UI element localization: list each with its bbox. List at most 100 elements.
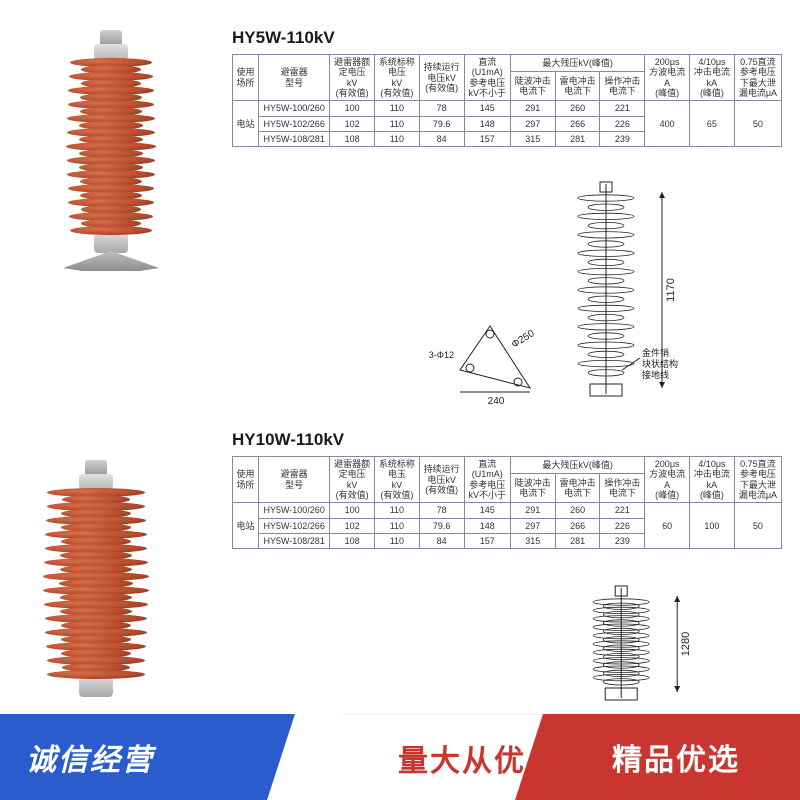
col-subheader: 陡波冲击电流下 xyxy=(510,474,555,503)
cell-swt: 239 xyxy=(600,132,645,147)
cell-dc: 145 xyxy=(464,101,510,116)
cell-ltg: 266 xyxy=(555,116,600,131)
col-header: 0.75直流参考电压下最大泄漏电流μA xyxy=(734,55,781,101)
cell-steep: 315 xyxy=(510,132,555,147)
cell-rated: 102 xyxy=(330,116,375,131)
col-header: 系统标称电玉kV(有效值) xyxy=(375,457,420,503)
col-header: 最大残压kV(峰值) xyxy=(510,457,644,474)
place-cell: 电站 xyxy=(233,101,259,147)
cell-model: HY5W-108/281 xyxy=(259,132,330,147)
cell-ltg: 260 xyxy=(555,101,600,116)
col-header: 持续运行电压kV(有效值) xyxy=(419,457,464,503)
cell-rated: 100 xyxy=(330,101,375,116)
cell-dc: 157 xyxy=(464,132,510,147)
promo-blue: 诚信经营 xyxy=(0,714,304,800)
cell-steep: 315 xyxy=(510,534,555,549)
col-subheader: 操作冲击电流下 xyxy=(600,474,645,503)
cell-cont: 78 xyxy=(419,101,464,116)
col-header: 200μs方波电流A(峰值) xyxy=(645,457,690,503)
cell-ltg: 281 xyxy=(555,132,600,147)
cell-model: HY5W-100/260 xyxy=(259,503,330,518)
cell-cont: 78 xyxy=(419,503,464,518)
cell-steep: 291 xyxy=(510,101,555,116)
col-header: 200μs方波电流A(峰值) xyxy=(645,55,690,101)
dim-base-w: 240 xyxy=(488,396,505,407)
cell-swt: 226 xyxy=(600,116,645,131)
cell-steep: 297 xyxy=(510,116,555,131)
drawing-note: 金件销 xyxy=(642,347,669,358)
cell-dc: 145 xyxy=(464,503,510,518)
cell-sys: 110 xyxy=(375,132,420,147)
cell-sys: 110 xyxy=(375,534,420,549)
dim-height: 1170 xyxy=(665,278,677,302)
col-header: 避雷器型号 xyxy=(259,457,330,503)
promo-red: 精品优选 xyxy=(552,714,800,800)
col-header: 避雷器额定电压kV(有效值) xyxy=(330,55,375,101)
col-subheader: 操作冲击电流下 xyxy=(600,72,645,101)
col-header: 避雷器额定电压kV(有效值) xyxy=(330,457,375,503)
col-header: 使用场所 xyxy=(233,55,259,101)
col-header: 直流(U1mA)参考电压kV不小于 xyxy=(464,457,510,503)
col-header: 系统标称电压kV(有效值) xyxy=(375,55,420,101)
cell-model: HY5W-102/266 xyxy=(259,518,330,533)
table-row: 电站HY5W-100/26010011078145291260221601005… xyxy=(233,503,782,518)
cell-cont: 84 xyxy=(419,132,464,147)
cell-swt: 221 xyxy=(600,101,645,116)
col-header: 避雷器型号 xyxy=(259,55,330,101)
dim-height: 1280 xyxy=(680,632,692,656)
dim-tri: Φ250 xyxy=(510,328,537,351)
cell-swt: 239 xyxy=(600,534,645,549)
technical-drawing: 1280 xyxy=(460,584,720,714)
col-header: 使用场所 xyxy=(233,457,259,503)
cell-rated: 108 xyxy=(330,132,375,147)
trail-cell: 100 xyxy=(690,503,735,549)
col-header: 持续运行电压kV(有效值) xyxy=(419,55,464,101)
cell-sys: 110 xyxy=(375,116,420,131)
cell-cont: 84 xyxy=(419,534,464,549)
cell-steep: 297 xyxy=(510,518,555,533)
cell-rated: 102 xyxy=(330,518,375,533)
cell-ltg: 281 xyxy=(555,534,600,549)
cell-swt: 226 xyxy=(600,518,645,533)
cell-dc: 148 xyxy=(464,518,510,533)
cell-sys: 110 xyxy=(375,503,420,518)
col-header: 4/10μs冲击电流kA(峰值) xyxy=(690,55,735,101)
arrester-photo xyxy=(40,460,152,697)
technical-drawing: 1170240Φ2503-Φ12金件销块状结构接地线 xyxy=(420,180,720,410)
cell-model: HY5W-102/266 xyxy=(259,116,330,131)
drawing-note: 块状结构 xyxy=(642,358,678,369)
cell-dc: 148 xyxy=(464,116,510,131)
cell-dc: 157 xyxy=(464,534,510,549)
col-header: 直流(U1mA)参考电压kV不小于 xyxy=(464,55,510,101)
arrester-photo xyxy=(62,30,160,271)
spec-table: 使用场所避雷器型号避雷器额定电压kV(有效值)系统标称电玉kV(有效值)持续运行… xyxy=(232,456,782,549)
cell-ltg: 266 xyxy=(555,518,600,533)
col-subheader: 雷电冲击电流下 xyxy=(555,474,600,503)
trail-cell: 50 xyxy=(734,503,781,549)
cell-steep: 291 xyxy=(510,503,555,518)
cell-sys: 110 xyxy=(375,518,420,533)
cell-ltg: 260 xyxy=(555,503,600,518)
cell-model: HY5W-108/281 xyxy=(259,534,330,549)
col-header: 0.75直流参考电压下最大泄漏电流μA xyxy=(734,457,781,503)
col-subheader: 陡波冲击电流下 xyxy=(510,72,555,101)
col-header: 4/10μs冲击电流kA(峰值) xyxy=(690,457,735,503)
promo-white: 量大从优 xyxy=(304,714,552,800)
drawing-note: 接地线 xyxy=(642,369,669,380)
spec-table: 使用场所避雷器型号避雷器额定电压kV(有效值)系统标称电压kV(有效值)持续运行… xyxy=(232,54,782,147)
cell-rated: 100 xyxy=(330,503,375,518)
cell-model: HY5W-100/260 xyxy=(259,101,330,116)
section-title: HY5W-110kV xyxy=(232,28,335,48)
trail-cell: 50 xyxy=(734,101,781,147)
cell-rated: 108 xyxy=(330,534,375,549)
trail-cell: 400 xyxy=(645,101,690,147)
trail-cell: 65 xyxy=(690,101,735,147)
col-header: 最大残压kV(峰值) xyxy=(510,55,644,72)
section-title: HY10W-110kV xyxy=(232,430,344,450)
cell-cont: 79.6 xyxy=(419,116,464,131)
col-subheader: 雷电冲击电流下 xyxy=(555,72,600,101)
table-row: 电站HY5W-100/26010011078145291260221400655… xyxy=(233,101,782,116)
place-cell: 电站 xyxy=(233,503,259,549)
cell-cont: 79.6 xyxy=(419,518,464,533)
promo-bar: 诚信经营量大从优精品优选 xyxy=(0,714,800,800)
